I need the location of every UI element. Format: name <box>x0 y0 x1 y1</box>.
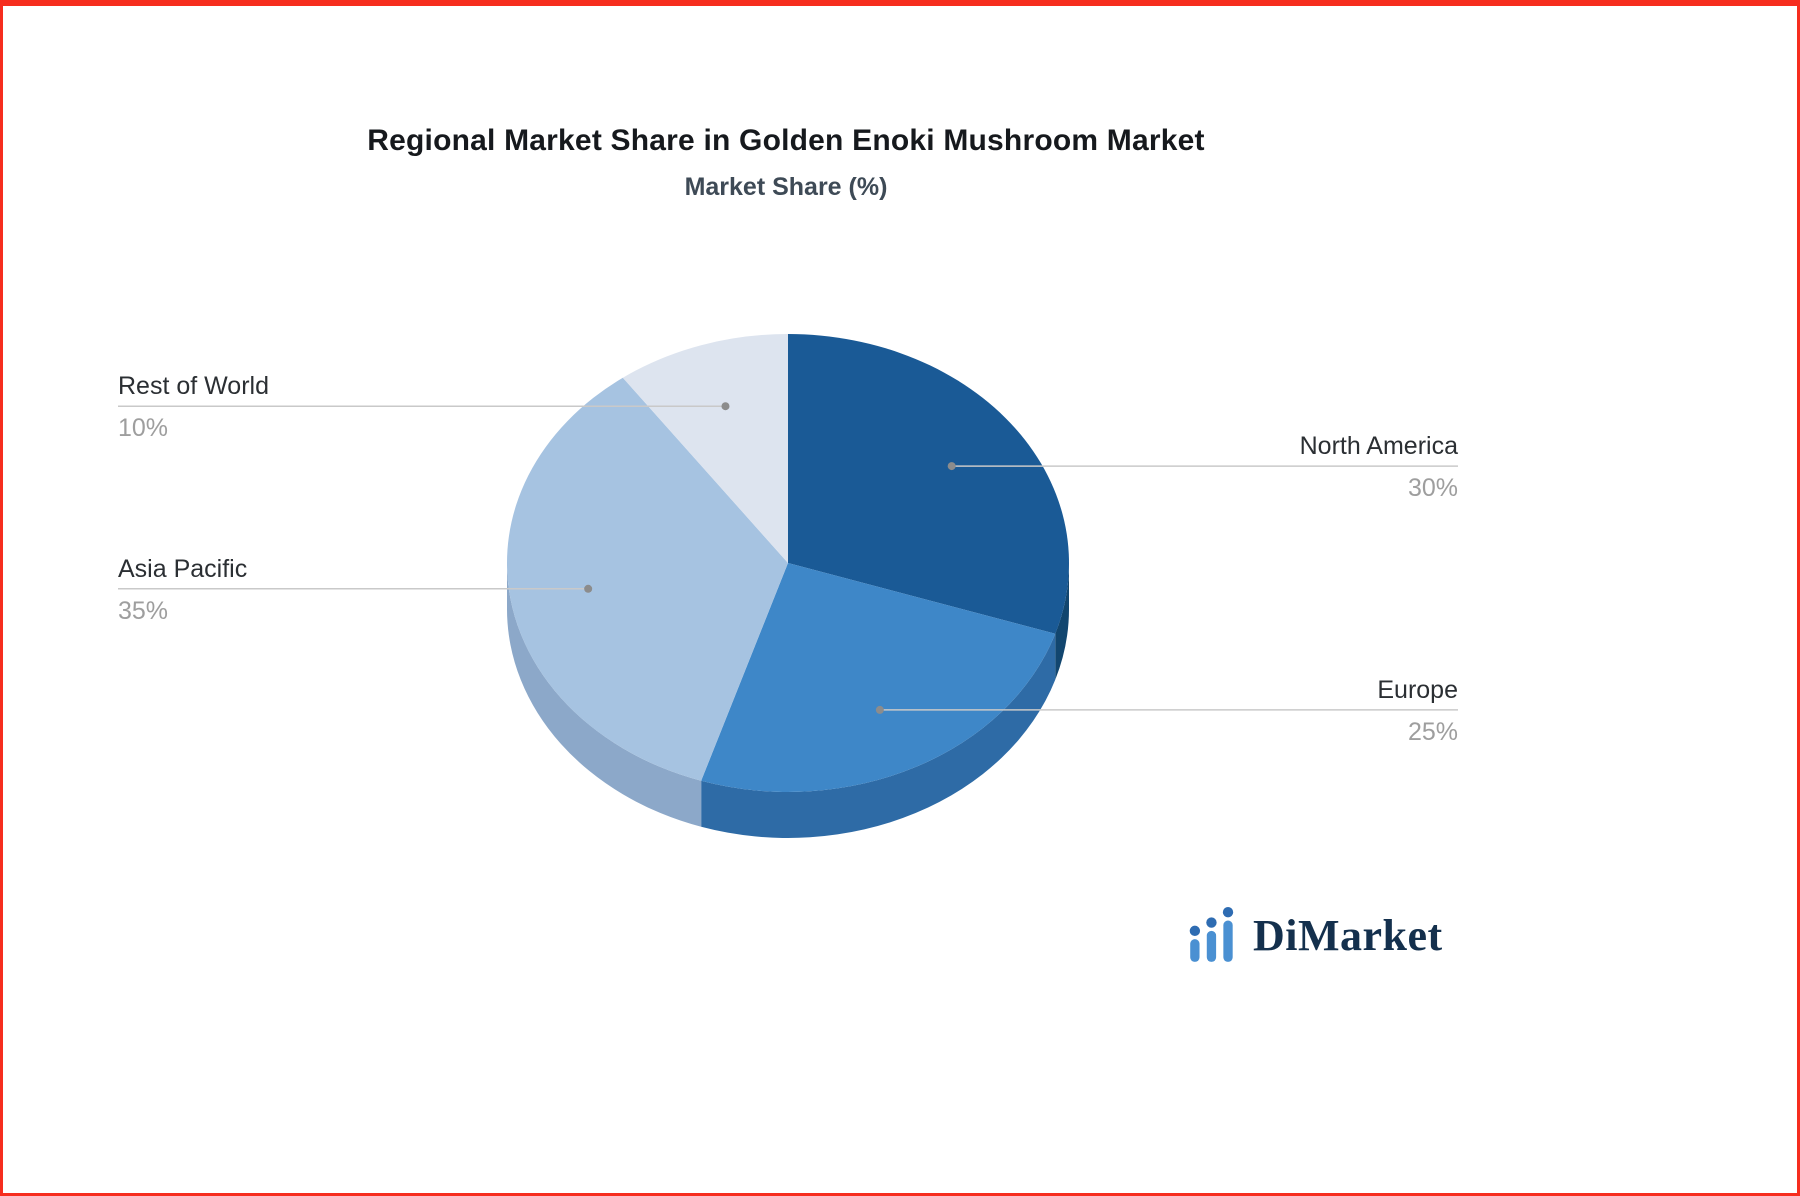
logo-text: DiMarket <box>1253 910 1443 960</box>
pie-slice-asia-pacific[interactable] <box>507 377 788 781</box>
dimarket-logo: DiMarket <box>1188 906 1443 964</box>
slice-value-rest-of-world: 10% <box>118 414 168 442</box>
slice-label-europe: Europe <box>1377 676 1458 704</box>
slice-value-north-america: 30% <box>1408 474 1458 502</box>
pie-slice-rest-of-world[interactable] <box>622 334 788 563</box>
slice-label-rest-of-world: Rest of World <box>118 372 269 400</box>
chart-subtitle: Market Share (%) <box>684 173 888 201</box>
bar-chart-icon-dots <box>1189 907 1234 937</box>
pie-slice-north-america[interactable] <box>788 334 1069 634</box>
leader-dot-europe <box>875 705 884 714</box>
leader-dot-asia-pacific <box>584 584 593 593</box>
pie-slice-europe[interactable] <box>701 563 1056 792</box>
bar-chart-icon-bars <box>1190 920 1233 962</box>
pie-side-asia-pacific <box>507 563 702 827</box>
bar-chart-icon <box>1189 907 1234 962</box>
chart-title: Regional Market Share in Golden Enoki Mu… <box>367 124 1205 157</box>
leader-dot-north-america <box>947 462 956 471</box>
slice-value-asia-pacific: 35% <box>118 597 168 625</box>
pie-chart: North America 30% Europe 25% Asia Pacific 35%… <box>118 334 1458 838</box>
slice-label-asia-pacific: Asia Pacific <box>118 555 247 583</box>
leader-dot-rest-of-world <box>721 402 730 411</box>
slice-value-europe: 25% <box>1408 718 1458 746</box>
pie-side-north-america <box>1055 563 1069 680</box>
slice-label-north-america: North America <box>1300 432 1458 460</box>
pie-side-europe <box>701 633 1056 838</box>
